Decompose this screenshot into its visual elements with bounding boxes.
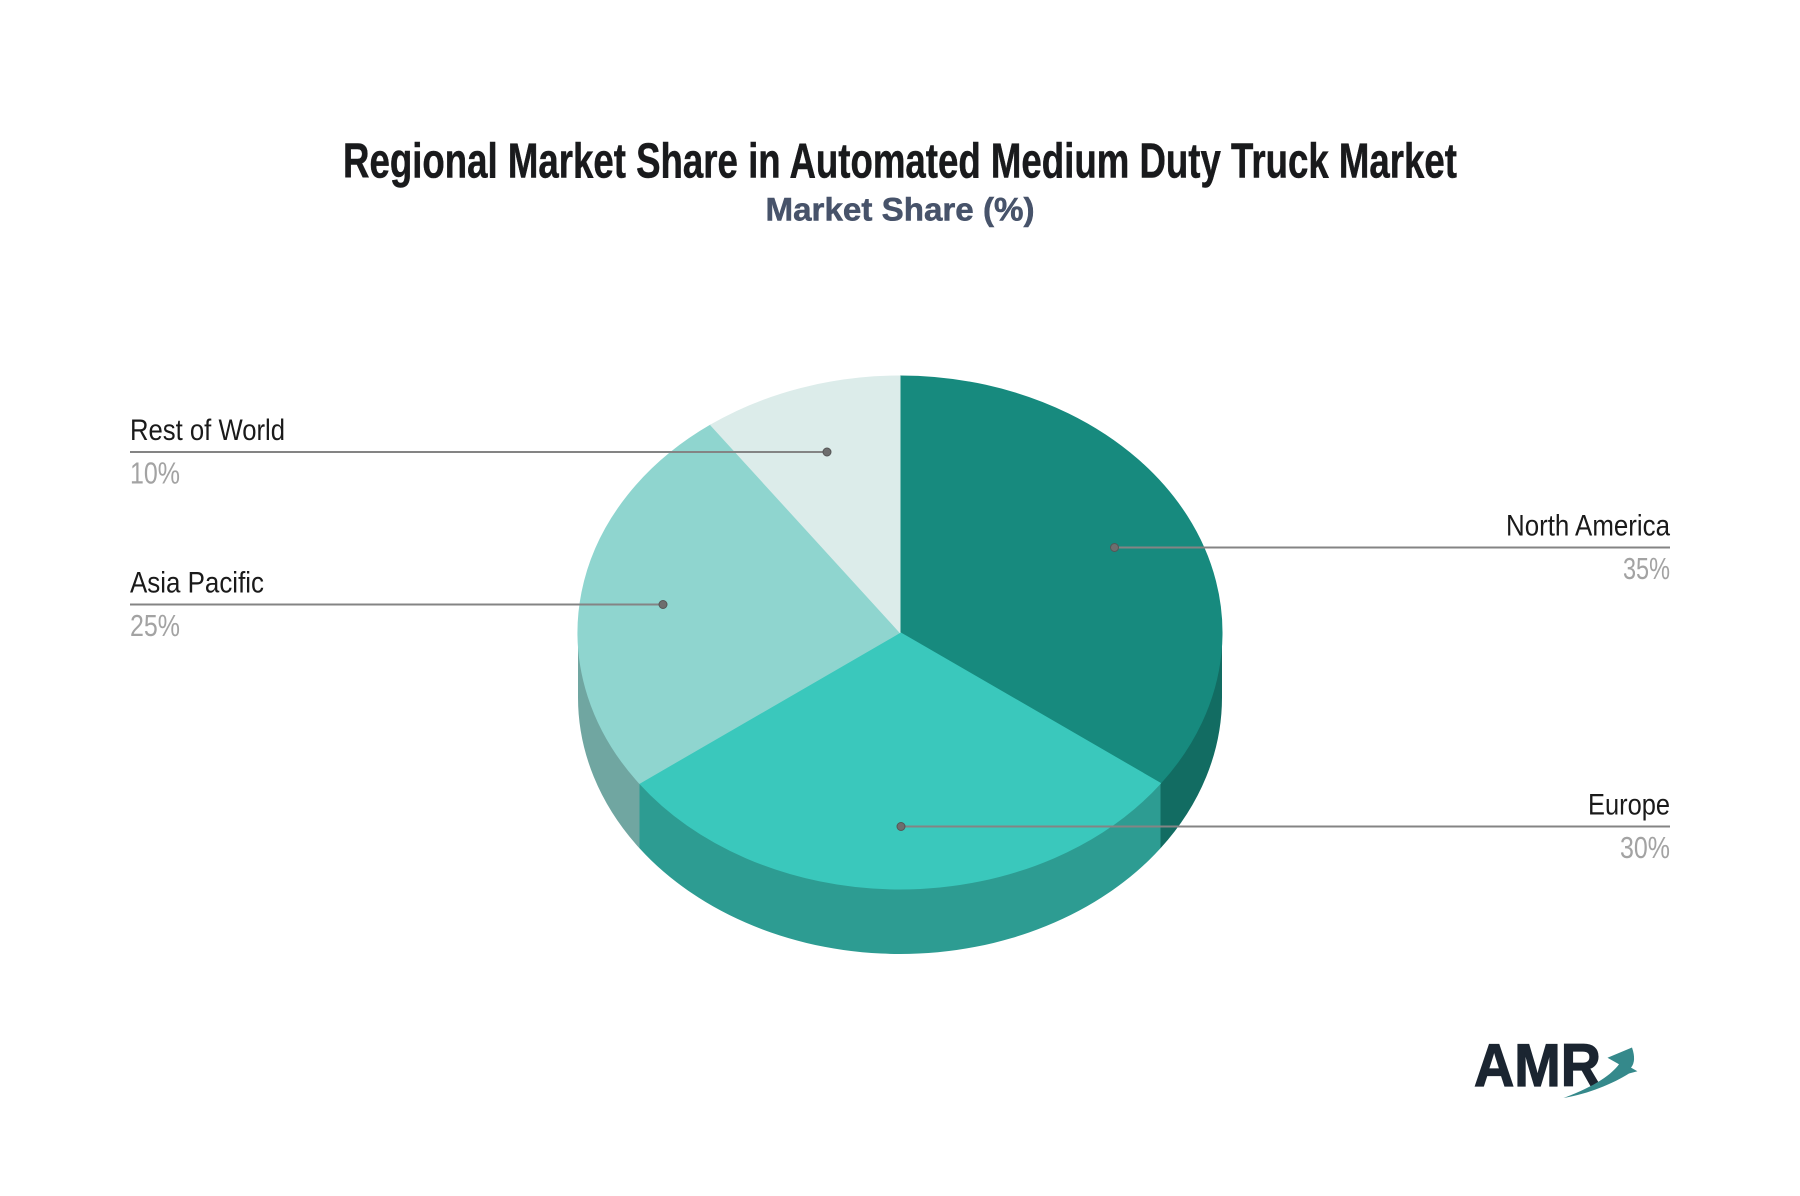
svg-text:30%: 30% <box>1620 830 1670 865</box>
svg-text:10%: 10% <box>130 456 180 491</box>
svg-text:35%: 35% <box>1623 551 1670 586</box>
svg-text:Europe: Europe <box>1588 789 1670 822</box>
svg-text:AMR: AMR <box>1474 1032 1601 1099</box>
svg-text:Market Share (%): Market Share (%) <box>766 192 1035 228</box>
svg-text:North America: North America <box>1506 510 1670 543</box>
svg-text:25%: 25% <box>130 608 180 643</box>
svg-text:Regional Market Share in Autom: Regional Market Share in Automated Mediu… <box>343 135 1457 189</box>
svg-text:Asia Pacific: Asia Pacific <box>130 567 264 600</box>
svg-text:Rest of World: Rest of World <box>130 414 285 447</box>
